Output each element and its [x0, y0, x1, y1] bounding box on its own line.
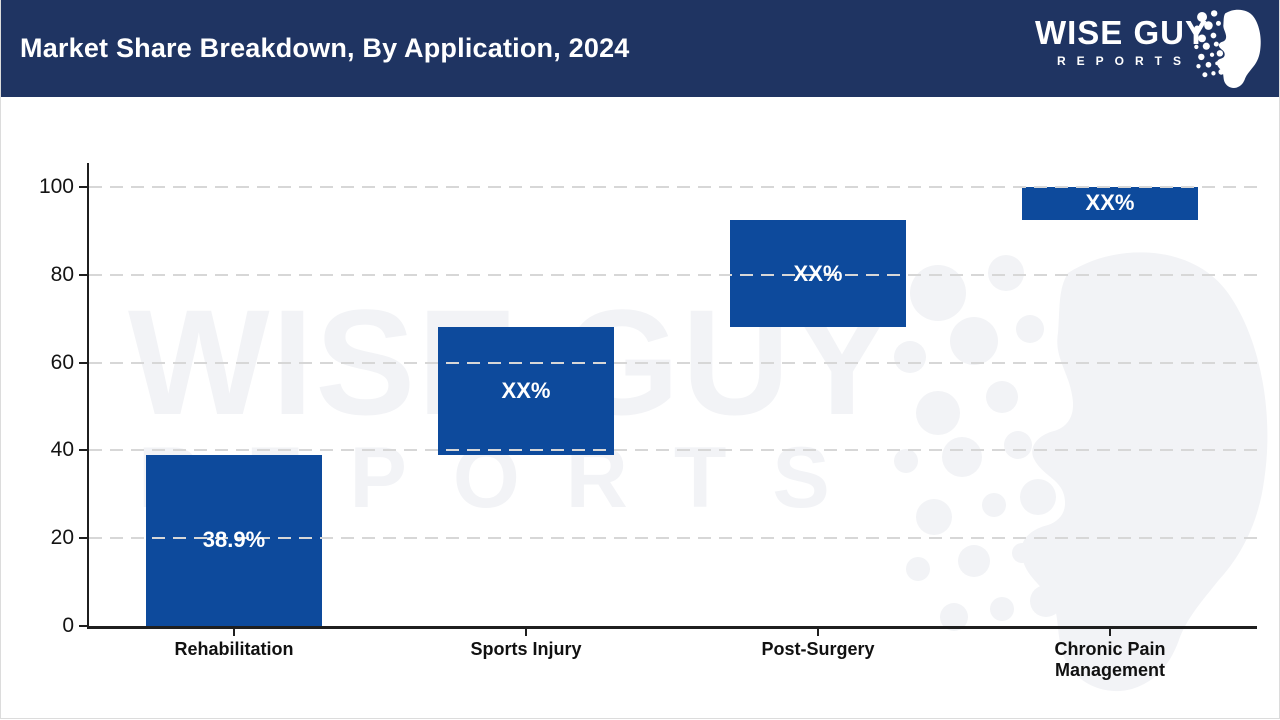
logo-wordmark: WISE GUY	[1034, 14, 1208, 51]
x-axis-line	[87, 626, 1257, 629]
gridline	[89, 186, 1261, 188]
bar	[730, 219, 906, 328]
chart-area: WISE GUY REPORTS 02040608010038.9%XX%XX%…	[0, 97, 1280, 720]
y-tick-mark	[79, 625, 87, 627]
y-tick-label: 40	[50, 438, 74, 462]
logo-dotted-head-icon	[1194, 9, 1261, 88]
wise-guy-reports-logo: WISE GUY REPORTS	[1010, 0, 1270, 97]
bar	[1022, 187, 1198, 220]
y-tick-mark	[79, 361, 87, 364]
bar-value-label: XX%	[793, 260, 843, 286]
x-axis-label: Rehabilitation	[174, 639, 294, 659]
y-tick-mark	[79, 537, 87, 540]
x-tick-mark	[817, 629, 819, 636]
x-tick-mark	[1109, 629, 1111, 636]
x-axis-label: Chronic Pain Management	[1054, 639, 1166, 680]
x-tick-mark	[233, 629, 235, 636]
logo-subtitle: REPORTS	[1056, 53, 1192, 68]
bar-value-label: XX%	[501, 378, 551, 404]
logo-text: WISE GUY REPORTS	[1034, 14, 1208, 68]
bar	[146, 455, 322, 626]
x-axis-label: Sports Injury	[470, 639, 582, 659]
bar-value-label: 38.9%	[202, 527, 266, 553]
header-bar: Market Share Breakdown, By Application, …	[0, 0, 1280, 97]
chart-title: Market Share Breakdown, By Application, …	[20, 33, 630, 63]
y-tick-label: 0	[62, 614, 74, 637]
gridline	[89, 537, 1261, 540]
bar-value-label: XX%	[1085, 190, 1135, 215]
y-tick-label: 100	[38, 175, 74, 198]
x-axis-label: Post-Surgery	[761, 639, 875, 659]
y-tick-mark	[79, 186, 87, 188]
y-tick-label: 20	[50, 526, 74, 550]
gridline	[89, 273, 1261, 276]
x-tick-mark	[525, 629, 527, 636]
bar	[438, 327, 614, 456]
gridline	[89, 449, 1261, 452]
y-axis-line	[87, 163, 89, 629]
y-tick-label: 80	[50, 262, 74, 286]
y-tick-mark	[79, 449, 87, 452]
y-tick-mark	[79, 273, 87, 276]
y-tick-label: 60	[50, 350, 74, 374]
gridline	[89, 361, 1261, 364]
